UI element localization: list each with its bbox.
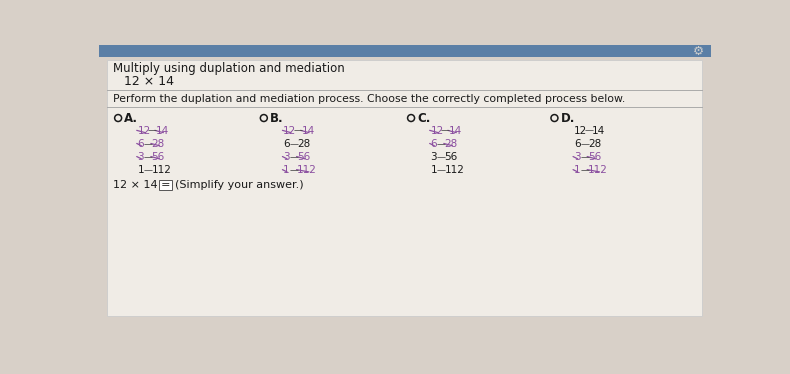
Bar <box>99 45 711 57</box>
Text: 28: 28 <box>445 139 458 149</box>
Text: 56: 56 <box>445 152 458 162</box>
Text: 3: 3 <box>431 152 437 162</box>
Text: —: — <box>290 153 299 162</box>
Text: 3: 3 <box>574 152 581 162</box>
Text: 14: 14 <box>301 126 314 136</box>
Text: 12: 12 <box>574 126 587 136</box>
Text: 56: 56 <box>297 152 310 162</box>
Text: ⚙: ⚙ <box>693 45 704 58</box>
Text: B.: B. <box>270 111 284 125</box>
Text: 56: 56 <box>588 152 601 162</box>
Text: Perform the duplation and mediation process. Choose the correctly completed proc: Perform the duplation and mediation proc… <box>113 94 625 104</box>
Text: A.: A. <box>124 111 138 125</box>
Bar <box>160 180 171 190</box>
Text: 3: 3 <box>283 152 290 162</box>
Text: —: — <box>580 153 589 162</box>
Text: 12: 12 <box>431 126 444 136</box>
Text: 112: 112 <box>152 165 171 175</box>
Text: 14: 14 <box>592 126 605 136</box>
Text: 1: 1 <box>137 165 144 175</box>
Text: —: — <box>580 140 589 149</box>
Text: 28: 28 <box>588 139 601 149</box>
Text: 6: 6 <box>283 139 290 149</box>
Text: 6: 6 <box>431 139 437 149</box>
Text: —: — <box>437 166 446 175</box>
Text: —: — <box>294 127 303 136</box>
Text: —: — <box>437 153 446 162</box>
Text: —: — <box>441 127 450 136</box>
Text: 12 × 14 =: 12 × 14 = <box>113 180 170 190</box>
Text: 14: 14 <box>156 126 169 136</box>
Text: —: — <box>144 153 152 162</box>
Text: —: — <box>144 140 152 149</box>
Text: 112: 112 <box>297 165 317 175</box>
Text: D.: D. <box>561 111 575 125</box>
Text: C.: C. <box>417 111 431 125</box>
Text: 6: 6 <box>137 139 144 149</box>
Text: 112: 112 <box>445 165 465 175</box>
Text: —: — <box>290 140 299 149</box>
Text: —: — <box>290 166 299 175</box>
Text: 1: 1 <box>431 165 437 175</box>
Text: 28: 28 <box>152 139 165 149</box>
Text: —: — <box>148 127 157 136</box>
Text: (Simplify your answer.): (Simplify your answer.) <box>175 180 303 190</box>
Text: 6: 6 <box>574 139 581 149</box>
Bar <box>107 60 702 316</box>
Text: 1: 1 <box>574 165 581 175</box>
Text: 12 × 14: 12 × 14 <box>123 75 174 88</box>
Text: 28: 28 <box>297 139 310 149</box>
Text: —: — <box>144 166 152 175</box>
Text: 112: 112 <box>588 165 608 175</box>
Text: 3: 3 <box>137 152 144 162</box>
Text: —: — <box>580 166 589 175</box>
Text: 56: 56 <box>152 152 165 162</box>
Text: —: — <box>585 127 593 136</box>
Text: 1: 1 <box>283 165 290 175</box>
Text: 12: 12 <box>283 126 296 136</box>
Text: 14: 14 <box>449 126 462 136</box>
Text: —: — <box>437 140 446 149</box>
Text: 12: 12 <box>137 126 151 136</box>
Text: Multiply using duplation and mediation: Multiply using duplation and mediation <box>113 62 344 75</box>
